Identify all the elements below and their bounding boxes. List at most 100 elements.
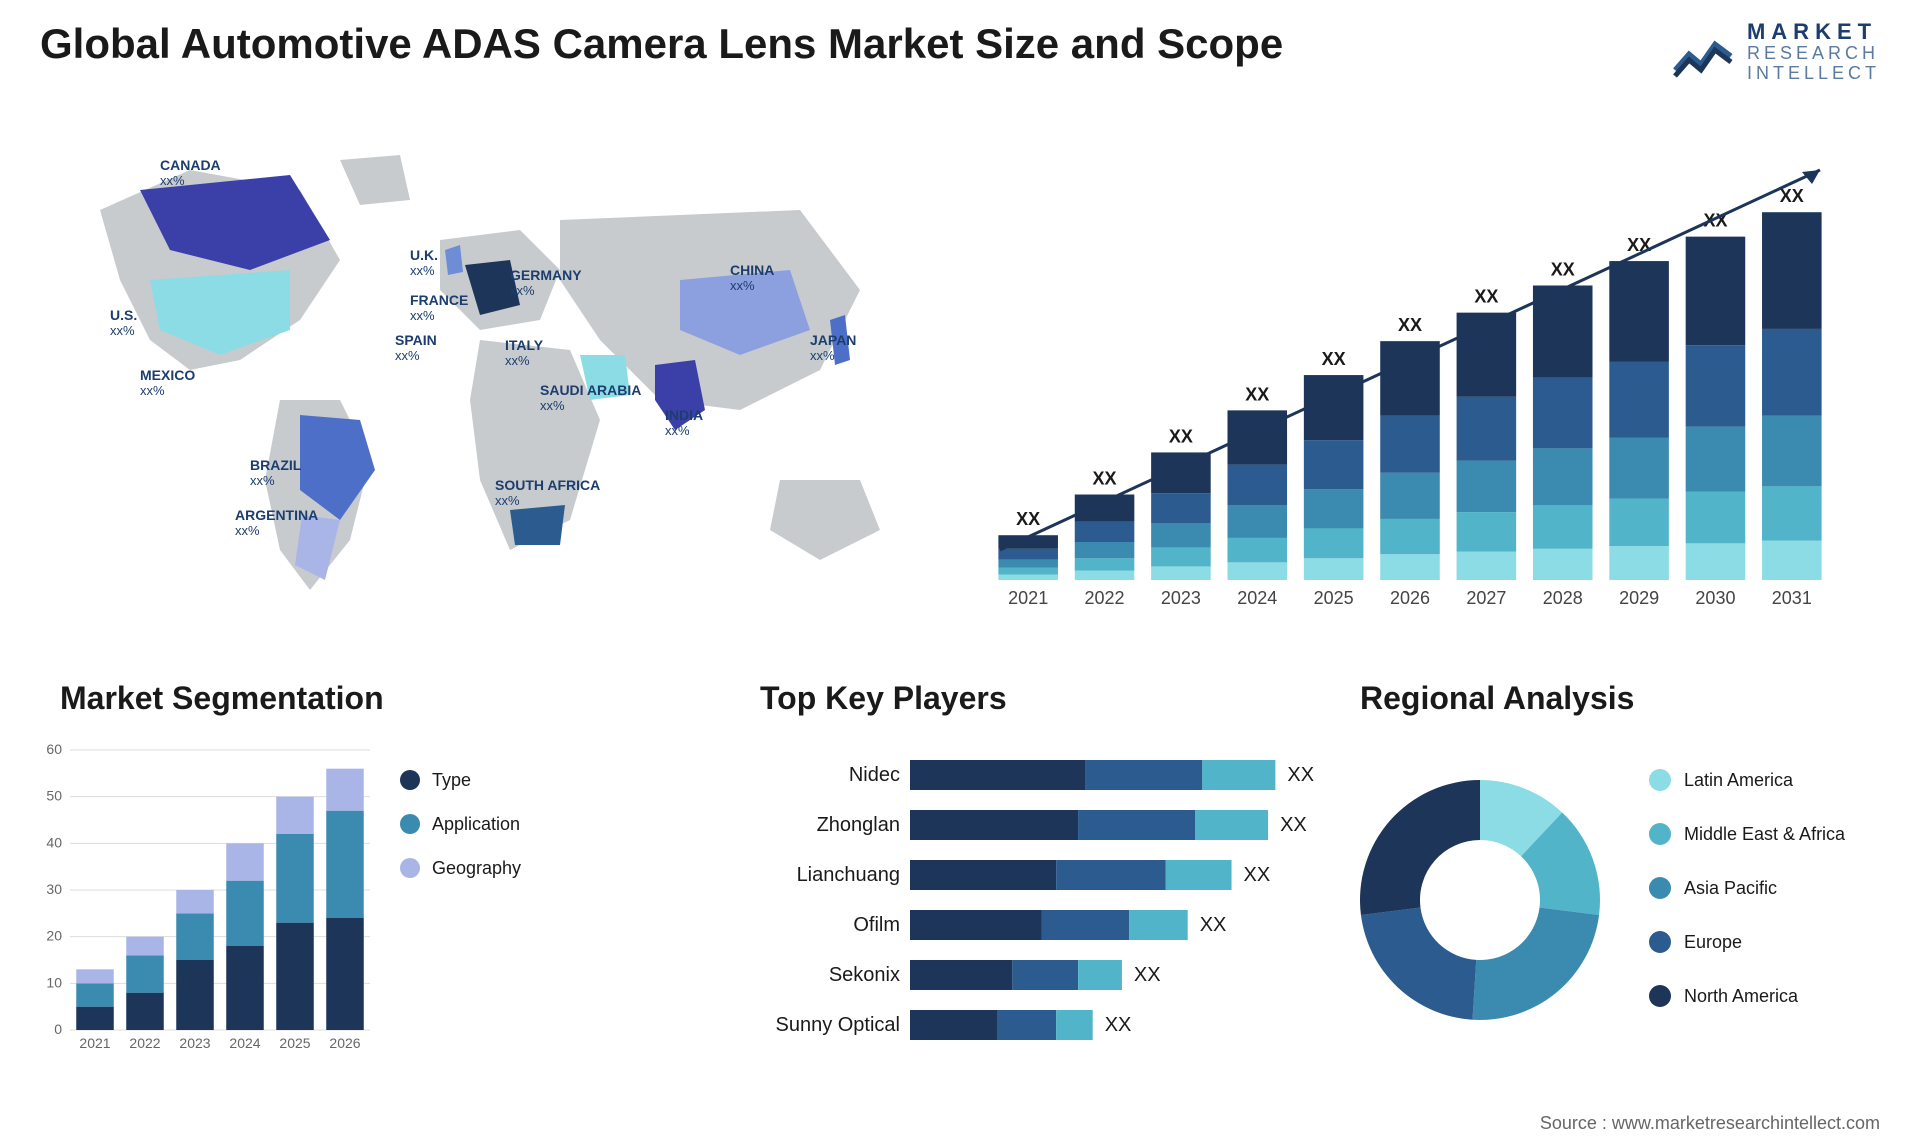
bar-value-label: XX <box>1780 186 1804 206</box>
seg-bar-segment <box>76 983 114 1006</box>
x-axis-label: 2028 <box>1543 588 1583 608</box>
player-bar-segment <box>998 1010 1056 1040</box>
bar-segment <box>998 549 1058 560</box>
bar-segment <box>1686 237 1746 346</box>
player-bar-segment <box>1166 860 1232 890</box>
logo-line1: MARKET <box>1747 20 1880 44</box>
legend-swatch <box>1649 877 1671 899</box>
bar-segment <box>1304 558 1364 580</box>
bar-segment <box>1075 495 1135 522</box>
bar-segment <box>1151 523 1211 547</box>
x-axis-label: 2029 <box>1619 588 1659 608</box>
seg-bar-segment <box>126 955 164 992</box>
player-bar-segment <box>1129 910 1187 940</box>
map-label-pct: xx% <box>410 263 435 278</box>
bar-segment <box>1380 341 1440 416</box>
map-label: ARGENTINA <box>235 507 318 523</box>
map-label-pct: xx% <box>540 398 565 413</box>
legend-swatch <box>400 770 420 790</box>
bar-value-label: XX <box>1093 469 1117 489</box>
world-map: CANADAxx%U.S.xx%MEXICOxx%BRAZILxx%ARGENT… <box>40 120 920 640</box>
map-label-pct: xx% <box>250 473 275 488</box>
legend-swatch <box>1649 931 1671 953</box>
bar-segment <box>1075 522 1135 542</box>
legend-label: Application <box>432 814 520 834</box>
legend-label: Type <box>432 770 471 790</box>
bar-segment <box>1151 547 1211 566</box>
map-label: ITALY <box>505 337 544 353</box>
seg-bar-segment <box>226 946 264 1030</box>
map-label: U.K. <box>410 247 438 263</box>
bar-segment <box>1762 541 1822 580</box>
seg-x-label: 2026 <box>329 1035 360 1051</box>
donut-slice <box>1360 780 1480 915</box>
bar-segment <box>1380 519 1440 554</box>
bar-segment <box>1075 558 1135 570</box>
legend-label: Asia Pacific <box>1684 878 1777 898</box>
seg-bar-segment <box>326 918 364 1030</box>
bar-value-label: XX <box>1627 235 1651 255</box>
bar-value-label: XX <box>1169 426 1193 446</box>
donut-slice <box>1361 908 1476 1020</box>
bar-segment <box>1380 473 1440 519</box>
player-bar-segment <box>1078 810 1195 840</box>
y-tick: 10 <box>46 974 62 990</box>
seg-bar-segment <box>76 969 114 983</box>
bar-segment <box>1380 416 1440 473</box>
bar-segment <box>1762 212 1822 329</box>
map-label: CHINA <box>730 262 774 278</box>
seg-bar-segment <box>326 811 364 918</box>
bar-segment <box>1762 416 1822 487</box>
x-axis-label: 2027 <box>1466 588 1506 608</box>
logo-line2: RESEARCH <box>1747 44 1880 64</box>
bar-segment <box>1762 486 1822 540</box>
player-bar-segment <box>1085 760 1202 790</box>
seg-bar-segment <box>126 993 164 1030</box>
player-bar-segment <box>910 810 1078 840</box>
map-label-pct: xx% <box>410 308 435 323</box>
bar-segment <box>1227 505 1287 538</box>
legend-label: North America <box>1684 986 1799 1006</box>
bar-segment <box>1304 528 1364 558</box>
bar-segment <box>1151 493 1211 523</box>
player-value: XX <box>1287 764 1314 786</box>
bar-value-label: XX <box>1245 384 1269 404</box>
map-label-pct: xx% <box>510 283 535 298</box>
bar-segment <box>1686 492 1746 544</box>
page-title: Global Automotive ADAS Camera Lens Marke… <box>40 20 1283 68</box>
regional-donut: Latin AmericaMiddle East & AfricaAsia Pa… <box>1340 740 1880 1080</box>
bar-segment <box>1457 461 1517 513</box>
map-label: FRANCE <box>410 292 468 308</box>
player-bar-segment <box>1042 910 1130 940</box>
regional-title: Regional Analysis <box>1360 680 1634 717</box>
map-label: JAPAN <box>810 332 856 348</box>
seg-x-label: 2025 <box>279 1035 310 1051</box>
y-tick: 30 <box>46 881 62 897</box>
player-bar-segment <box>1056 1010 1093 1040</box>
bar-segment <box>998 560 1058 568</box>
legend-swatch <box>400 814 420 834</box>
player-value: XX <box>1200 914 1227 936</box>
bar-value-label: XX <box>1474 287 1498 307</box>
bar-segment <box>998 568 1058 575</box>
bar-segment <box>998 575 1058 580</box>
seg-x-label: 2021 <box>79 1035 110 1051</box>
y-tick: 0 <box>54 1021 62 1037</box>
x-axis-label: 2023 <box>1161 588 1201 608</box>
map-label: BRAZIL <box>250 457 302 473</box>
y-tick: 20 <box>46 928 62 944</box>
bar-value-label: XX <box>1398 315 1422 335</box>
y-tick: 50 <box>46 788 62 804</box>
map-label: MEXICO <box>140 367 195 383</box>
legend-swatch <box>1649 823 1671 845</box>
player-label: Sunny Optical <box>775 1014 900 1036</box>
legend-label: Geography <box>432 858 521 878</box>
map-label-pct: xx% <box>110 323 135 338</box>
main-bar-chart: XX2021XX2022XX2023XX2024XX2025XX2026XX20… <box>960 140 1860 640</box>
map-label-pct: xx% <box>160 173 185 188</box>
key-players-chart: NidecXXZhonglanXXLianchuangXXOfilmXXSeko… <box>760 750 1320 1080</box>
logo: MARKET RESEARCH INTELLECT <box>1671 20 1880 84</box>
bar-segment <box>1457 512 1517 551</box>
map-label: SOUTH AFRICA <box>495 477 600 493</box>
bar-segment <box>1304 440 1364 489</box>
